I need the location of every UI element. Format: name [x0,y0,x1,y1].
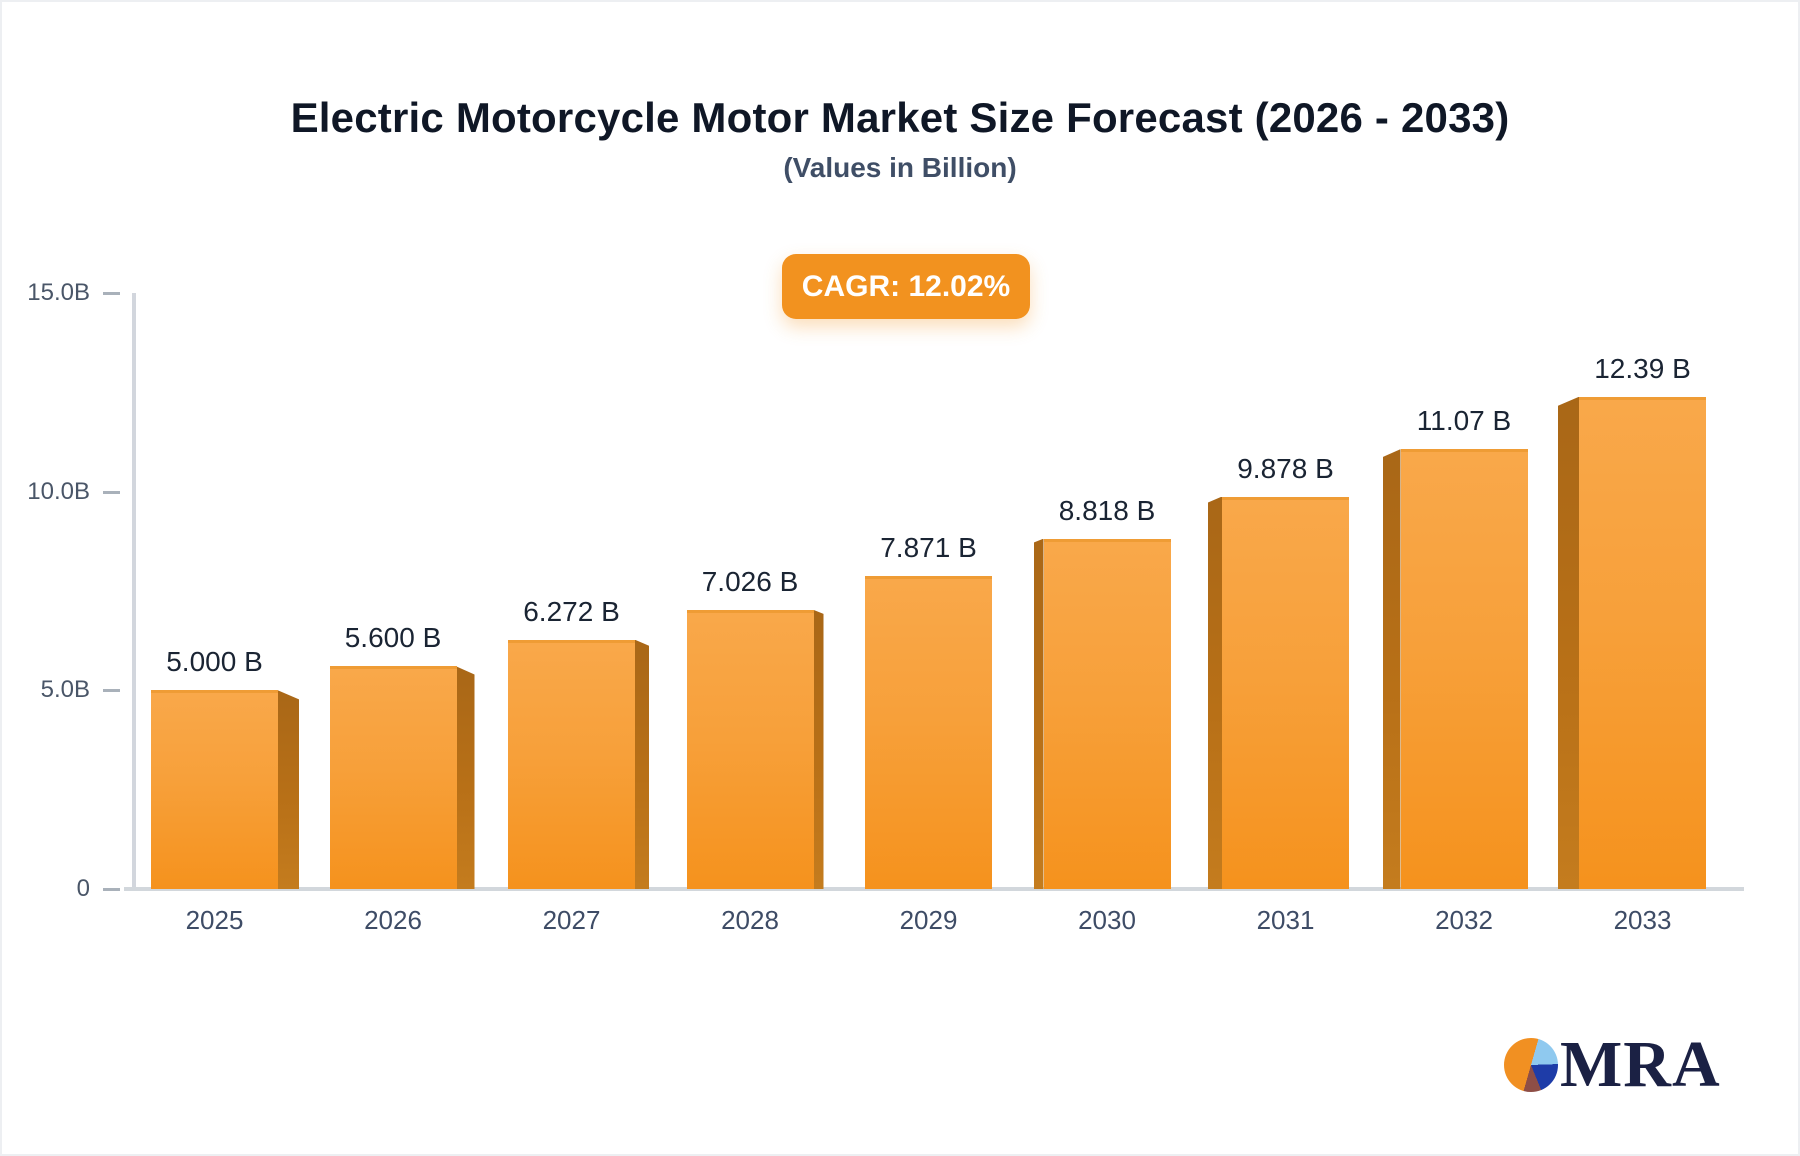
y-axis-line [132,293,136,889]
bar-value-label: 5.000 B [166,646,263,678]
bar-2031 [1222,496,1349,889]
bar-value-label: 7.026 B [701,565,799,597]
bar-2033 [1579,396,1706,889]
bar-2030 [1043,538,1171,889]
bar-3d-side [456,666,475,889]
y-axis-tick-label: 5.0B [40,676,90,704]
x-axis-label-2026: 2026 [364,905,422,935]
bar-3d-side [1208,496,1222,889]
bar-value-label: 6.272 B [523,595,620,627]
bar-2027 [508,639,635,889]
bar-2032 [1400,449,1528,889]
x-axis-label-2025: 2025 [185,905,244,935]
y-axis-tick-label: 0 [76,875,90,902]
chart-title: Electric Motorcycle Motor Market Size Fo… [290,94,1510,141]
bar-2028 [686,609,814,889]
bar-2026 [329,666,457,889]
mra-logo: MRA [1504,1028,1721,1101]
y-axis-tick-mark [103,490,120,494]
cagr-badge: CAGR: 12.02% [782,254,1030,319]
bar-value-label: 11.07 B [1416,405,1512,437]
x-axis-label-2030: 2030 [1078,905,1136,935]
bar-value-label: 5.600 B [344,622,442,654]
bar-3d-side [1033,538,1044,889]
bar-3d-side [278,690,299,889]
x-axis-label-2027: 2027 [542,905,601,935]
bar-3d-side [813,609,824,889]
bar-2029 [865,576,992,889]
bar-3d-side [1558,396,1579,889]
bar-value-label: 8.818 B [1058,494,1156,526]
y-axis-tick-mark [103,689,120,693]
y-axis-tick-label: 15.0B [27,279,90,306]
bar-value-label: 9.878 B [1237,452,1334,484]
bar-value-label: 12.39 B [1594,352,1691,384]
bar-value-label: 7.871 B [880,532,977,564]
x-axis-label-2032: 2032 [1435,905,1493,935]
y-axis-tick-mark [103,888,120,891]
x-axis-baseline [124,887,1744,891]
y-axis-tick-mark [103,292,120,295]
bar-3d-side [1382,449,1401,889]
x-axis-label-2028: 2028 [721,905,779,935]
x-axis-label-2033: 2033 [1613,905,1672,935]
x-axis-label-2029: 2029 [899,905,958,935]
mra-logo-pie-icon [1504,1038,1558,1092]
bar-2025 [151,690,278,889]
x-axis-label-2031: 2031 [1256,905,1315,935]
chart-subtitle: (Values in Billion) [783,152,1017,183]
mra-logo-text: MRA [1560,1028,1721,1101]
bar-3d-side [635,639,649,889]
y-axis-tick-label: 10.0B [27,477,90,505]
